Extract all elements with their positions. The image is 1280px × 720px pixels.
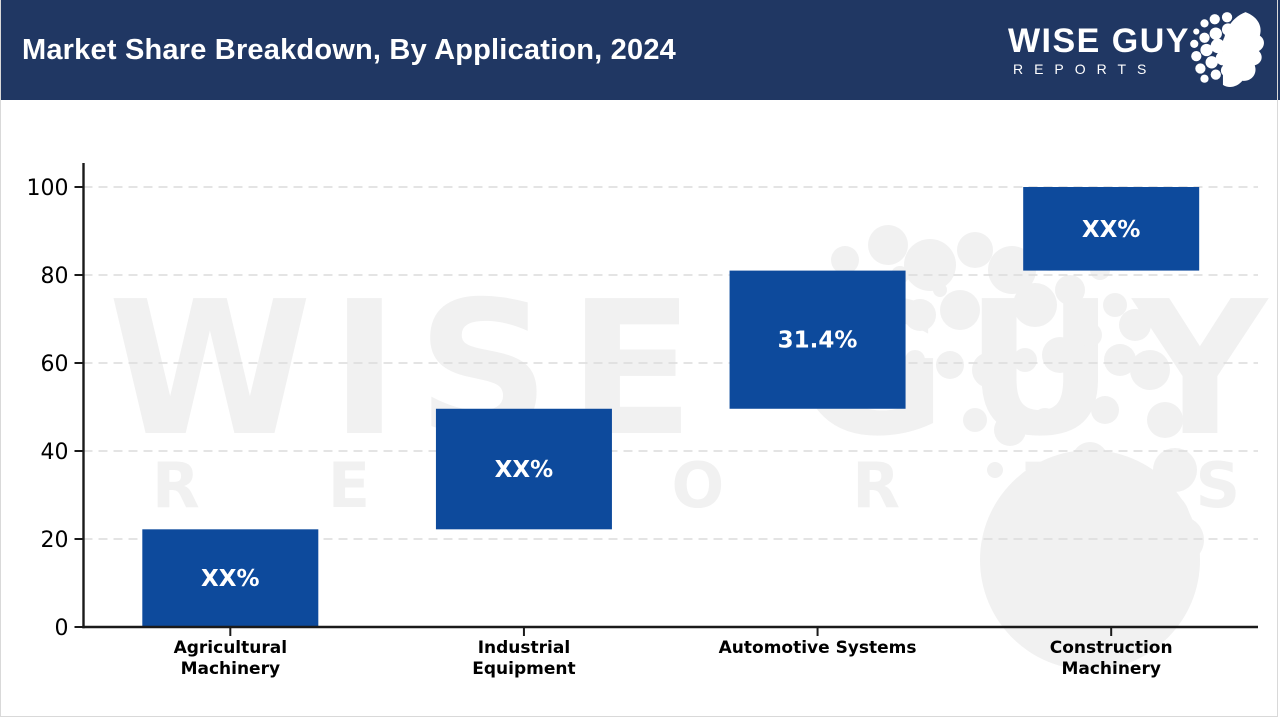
header-band: Market Share Breakdown, By Application, … [0, 0, 1280, 100]
y-tick-label-20: 20 [41, 528, 69, 553]
y-axis-ticks: 0 20 40 60 80 100 [27, 176, 84, 641]
bar-label-1: XX% [495, 457, 554, 483]
x-tick-label-0: Agricultural Machinery [174, 638, 287, 679]
bar-series: XX% XX% 31.4% XX% [142, 187, 1200, 627]
bar-1 [435, 408, 612, 530]
logo-text: WISE GUY REPORTS [1008, 24, 1190, 77]
logo-wordmark: WISE GUY [1007, 21, 1190, 60]
x-tick-label-1: Industrial Equipment [472, 638, 575, 679]
y-tick-label-40: 40 [41, 440, 69, 465]
logo-subtext: REPORTS [1012, 60, 1158, 77]
wiseguy-logo: WISE GUY REPORTS [1008, 8, 1266, 92]
bar-label-2: 31.4% [778, 328, 858, 354]
bar-3 [1023, 187, 1200, 271]
bar-label-3: XX% [1082, 217, 1141, 243]
watermark-head-dots [831, 225, 1204, 670]
svg-text:WISE GUY: WISE GUY [108, 261, 1280, 477]
bar-2 [729, 270, 906, 409]
bar-label-0: XX% [201, 566, 260, 592]
chart-area: WISE GUY REPORTS XX% XX% 31.4% XX% 0 20 40 60 80 10… [0, 100, 1280, 720]
y-tick-label-0: 0 [55, 616, 69, 641]
page-title: Market Share Breakdown, By Application, … [22, 33, 676, 66]
x-tick-label-3: Construction Machinery [1050, 638, 1173, 679]
dotted-head-profile-icon [1190, 12, 1264, 87]
x-axis-ticks: Agricultural Machinery Industrial Equipment… [174, 627, 1173, 679]
y-tick-label-80: 80 [41, 264, 69, 289]
axes [82, 163, 1258, 629]
y-tick-label-100: 100 [27, 176, 69, 201]
y-tick-label-60: 60 [41, 352, 69, 377]
bar-0 [142, 529, 319, 627]
x-tick-label-2: Automotive Systems [719, 638, 917, 658]
